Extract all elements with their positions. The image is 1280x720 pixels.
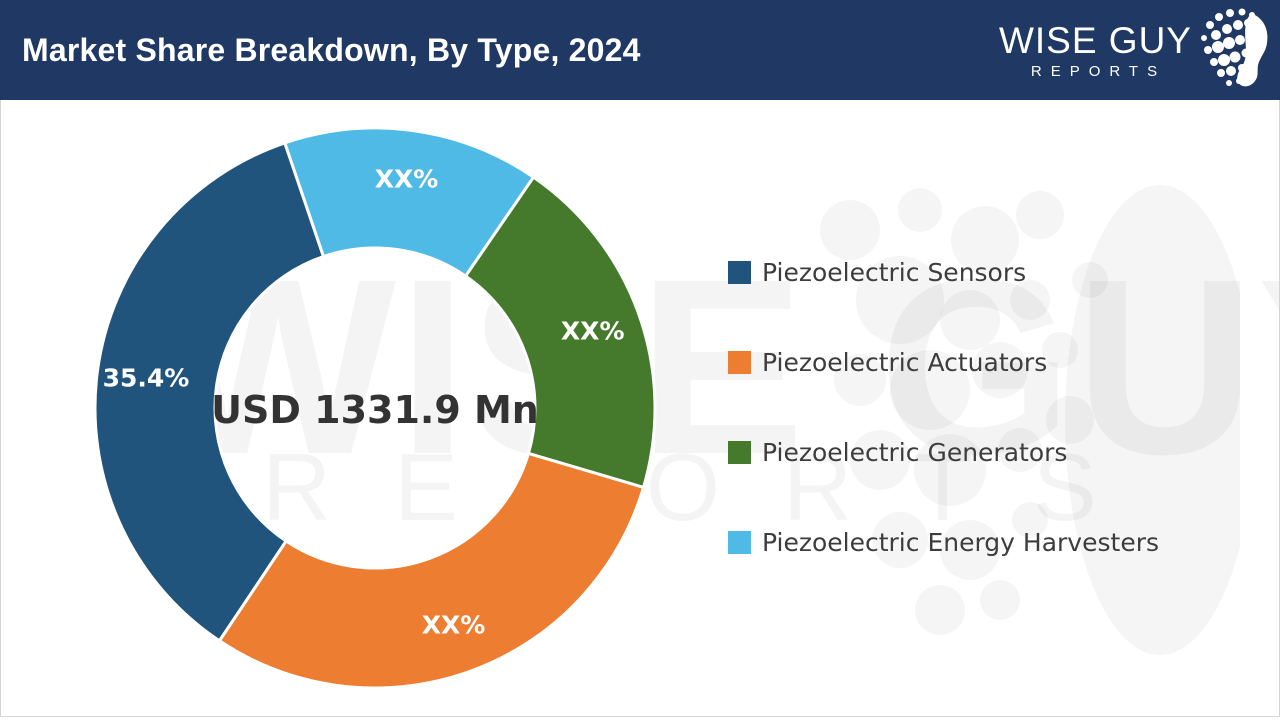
donut-chart: XX% XX% XX% 35.4% USD 1331.9 Mn <box>93 126 657 690</box>
segment-percent-label: XX% <box>422 611 486 640</box>
legend-swatch <box>728 260 751 284</box>
legend-label: Piezoelectric Sensors <box>762 257 1027 287</box>
logo-face-icon <box>1201 8 1268 87</box>
legend-item: Piezoelectric Generators <box>728 437 1159 467</box>
wiseguy-logo: WISE GUY REPORTS <box>999 4 1270 96</box>
legend-label: Piezoelectric Generators <box>762 437 1068 467</box>
wiseguy-face-watermark <box>820 185 1240 655</box>
header-bar: Market Share Breakdown, By Type, 2024 <box>0 0 1280 100</box>
logo-wordmark: WISE GUY <box>998 19 1192 61</box>
segment-percent-label: XX% <box>561 316 625 345</box>
legend-swatch <box>728 440 751 464</box>
donut-segment-piezoelectric-actuators <box>217 451 645 690</box>
segment-percent-label: 35.4% <box>103 363 190 392</box>
legend-item: Piezoelectric Actuators <box>728 347 1159 377</box>
watermark-text: WISE GUY <box>160 242 1280 492</box>
donut-segment-piezoelectric-sensors <box>93 141 325 643</box>
watermark-text-2: R E P O R T S <box>262 438 1115 538</box>
donut-segment-piezoelectric-generators <box>464 175 657 489</box>
page-title: Market Share Breakdown, By Type, 2024 <box>22 31 641 68</box>
legend-item: Piezoelectric Sensors <box>728 257 1159 287</box>
chart-center-value: USD 1331.9 Mn <box>211 388 539 432</box>
legend-item: Piezoelectric Energy Harvesters <box>728 527 1159 557</box>
legend-swatch <box>728 530 751 554</box>
logo-subtitle: REPORTS <box>1030 62 1167 80</box>
chart-legend: Piezoelectric Sensors Piezoelectric Actua… <box>728 257 1159 619</box>
segment-percent-label: XX% <box>375 165 439 194</box>
logo-text: WISE GUY REPORTS <box>998 19 1192 80</box>
legend-label: Piezoelectric Energy Harvesters <box>762 527 1159 557</box>
legend-label: Piezoelectric Actuators <box>762 347 1048 377</box>
legend-swatch <box>728 350 751 374</box>
